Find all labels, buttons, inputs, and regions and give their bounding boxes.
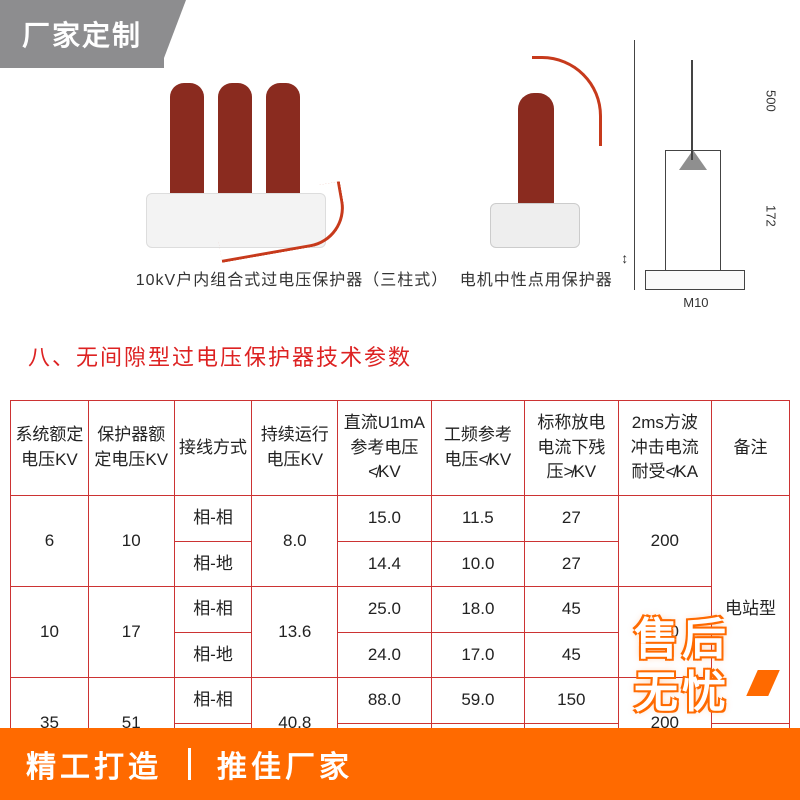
col-prot-kv: 保护器额 定电压KV (88, 401, 174, 496)
cell-prot: 10 (88, 495, 174, 586)
section-heading: 八、无间隙型过电压保护器技术参数 (28, 340, 412, 372)
cell-pf: 18.0 (431, 587, 524, 633)
table-header-row: 系统额定 电压KV 保护器额 定电压KV 接线方式 持续运行 电压KV 直流U1… (11, 401, 790, 496)
dim-arrow-icon: ↕ (621, 250, 628, 266)
dim-500: 500 (763, 90, 778, 112)
after-sales-line2: 无忧 (634, 668, 730, 717)
cell-pf: 10.0 (431, 541, 524, 587)
product-schematic: 500 172 M10 ↕ (624, 40, 774, 290)
cell-conn: 相-相 (174, 495, 252, 541)
col-pf-ref: 工频参考 电压≮KV (431, 401, 524, 496)
col-2ms: 2ms方波 冲击电流 耐受≮KA (618, 401, 711, 496)
badge-factory-custom: 厂家定制 (0, 0, 164, 68)
cell-cont: 13.6 (252, 587, 338, 678)
cell-dc: 15.0 (338, 495, 431, 541)
product1-caption: 10kV户内组合式过电压保护器（三柱式） (136, 266, 448, 290)
cell-nom: 45 (525, 587, 618, 633)
col-conn: 接线方式 (174, 401, 252, 496)
cell-nom: 150 (525, 678, 618, 724)
col-cont-kv: 持续运行 电压KV (252, 401, 338, 496)
cell-prot: 17 (88, 587, 174, 678)
banner-separator-icon (188, 748, 191, 780)
cell-dc: 88.0 (338, 678, 431, 724)
cell-conn: 相-地 (174, 632, 252, 678)
cell-sys: 10 (11, 587, 89, 678)
cell-conn: 相-相 (174, 678, 252, 724)
cell-nom: 27 (525, 495, 618, 541)
cell-nom: 27 (525, 541, 618, 587)
cell-nom: 45 (525, 632, 618, 678)
cell-dc: 24.0 (338, 632, 431, 678)
banner-right: 推佳厂家 (217, 742, 353, 786)
dim-172: 172 (763, 205, 778, 227)
after-sales-line1: 售后 (634, 615, 730, 664)
product-neutral-point-protector: 电机中性点用保护器 (460, 38, 613, 290)
arrester-3col-illustration (136, 58, 336, 258)
cell-dc: 25.0 (338, 587, 431, 633)
cell-pf: 11.5 (431, 495, 524, 541)
cell-conn: 相-地 (174, 541, 252, 587)
product-three-column-arrester: 10kV户内组合式过电压保护器（三柱式） (136, 58, 448, 290)
dim-m10: M10 (683, 295, 708, 310)
col-sys-kv: 系统额定 电压KV (11, 401, 89, 496)
cell-2ms: 200 (618, 495, 711, 586)
cell-cont: 8.0 (252, 495, 338, 586)
col-note: 备注 (712, 401, 790, 496)
cell-pf: 59.0 (431, 678, 524, 724)
cell-sys: 6 (11, 495, 89, 586)
arrester-1col-illustration (460, 38, 610, 258)
col-dc-u1ma: 直流U1mA 参考电压 ≮KV (338, 401, 431, 496)
cell-pf: 17.0 (431, 632, 524, 678)
after-sales-badge: 售后 无忧 (634, 614, 730, 720)
product2-caption: 电机中性点用保护器 (460, 266, 613, 290)
bottom-banner: 精工打造 推佳厂家 (0, 728, 800, 800)
banner-left: 精工打造 (26, 742, 162, 786)
col-nom-res: 标称放电 电流下残 压≯KV (525, 401, 618, 496)
cell-dc: 14.4 (338, 541, 431, 587)
cell-conn: 相-相 (174, 587, 252, 633)
table-row: 6 10 相-相 8.0 15.0 11.5 27 200 电站型 (11, 495, 790, 541)
schematic-drawing: 500 172 M10 ↕ (634, 40, 774, 290)
